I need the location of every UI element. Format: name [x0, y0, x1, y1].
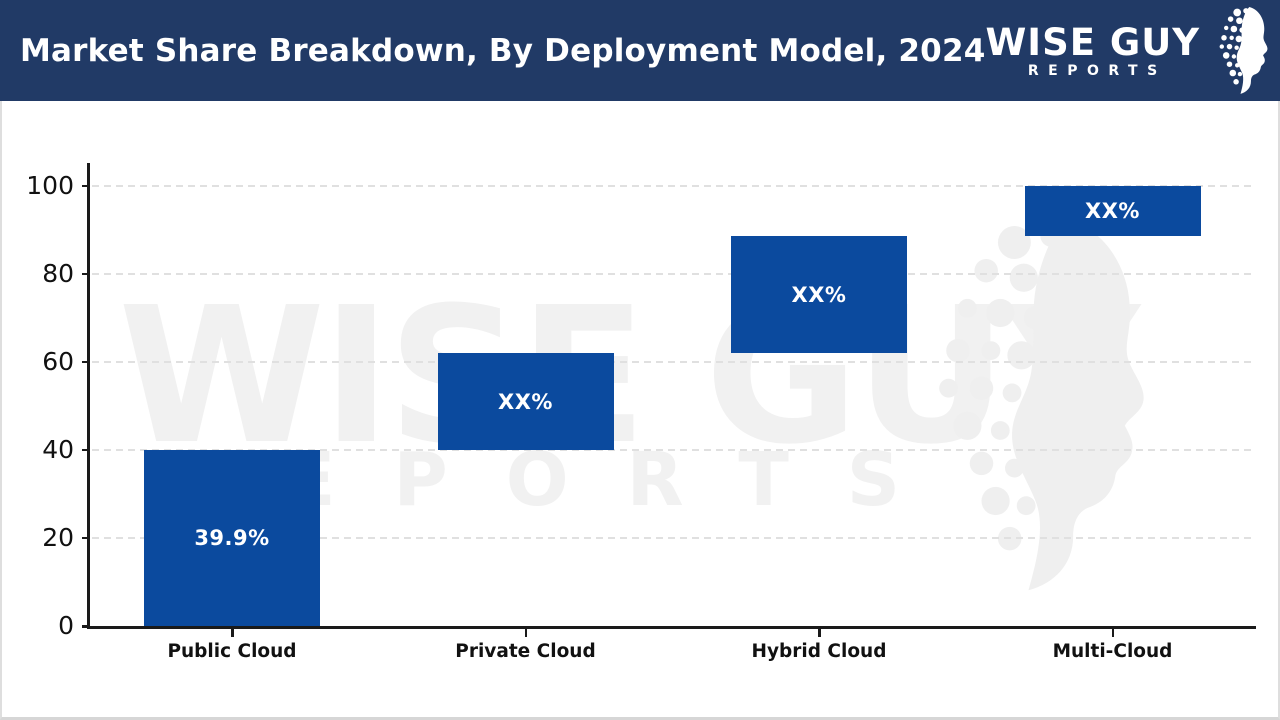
- y-tick-label: 80: [42, 258, 74, 288]
- x-category-label: Multi-Cloud: [1052, 641, 1173, 662]
- y-tick-mark: [82, 625, 90, 628]
- y-tick-label: 100: [26, 170, 74, 200]
- bar-value-label: XX%: [498, 389, 553, 414]
- bar: XX%: [1024, 185, 1201, 237]
- bar-value-label: XX%: [791, 282, 847, 307]
- y-tick-label: 0: [58, 611, 74, 640]
- logo-text: WISE GUY REPORTS: [986, 24, 1201, 78]
- y-tick-label: 20: [42, 522, 74, 552]
- logo-subtitle: REPORTS: [1027, 62, 1167, 79]
- wise-guy-reports-logo: WISE GUY REPORTS: [986, 7, 1269, 95]
- gridline: [92, 536, 1256, 539]
- x-axis-line: [87, 626, 1256, 629]
- y-axis-line: [87, 163, 90, 629]
- gridline: [92, 184, 1256, 187]
- waterfall-chart: 0 20 40 60 80 100 39.9% XX% XX% XX% Public Cloud Pr…: [2, 101, 1280, 717]
- y-tick-mark: [82, 536, 90, 540]
- bar: XX%: [731, 236, 907, 353]
- x-category-label: Public Cloud: [167, 641, 297, 662]
- x-tick-mark: [1111, 629, 1114, 637]
- y-tick-mark: [82, 448, 90, 452]
- x-tick-mark: [231, 629, 234, 637]
- gridline: [92, 272, 1256, 275]
- y-tick-label: 60: [42, 346, 74, 376]
- logo-wordmark: WISE GUY: [985, 20, 1201, 64]
- header-bar: Market Share Breakdown, By Deployment Mo…: [0, 0, 1280, 101]
- chart-card: WISE GUY REPORTS 0 20 40 60 80 100 39.9% XX% XX%…: [0, 101, 1280, 720]
- x-category-label: Hybrid Cloud: [751, 641, 887, 662]
- x-tick-mark: [818, 629, 821, 637]
- x-category-label: Private Cloud: [455, 641, 596, 662]
- x-tick-mark: [524, 629, 527, 637]
- bar: 39.9%: [144, 450, 320, 626]
- bar: XX%: [437, 352, 614, 451]
- y-tick-mark: [82, 272, 90, 276]
- y-tick-mark: [82, 184, 90, 187]
- bar-value-label: 39.9%: [194, 526, 270, 551]
- page-title: Market Share Breakdown, By Deployment Mo…: [20, 32, 986, 69]
- gridline: [92, 448, 1256, 451]
- gridline: [92, 360, 1256, 363]
- bar-value-label: XX%: [1085, 198, 1140, 223]
- y-tick-label: 40: [42, 434, 74, 464]
- dotted-face-icon: [1202, 7, 1268, 95]
- y-tick-mark: [82, 360, 90, 364]
